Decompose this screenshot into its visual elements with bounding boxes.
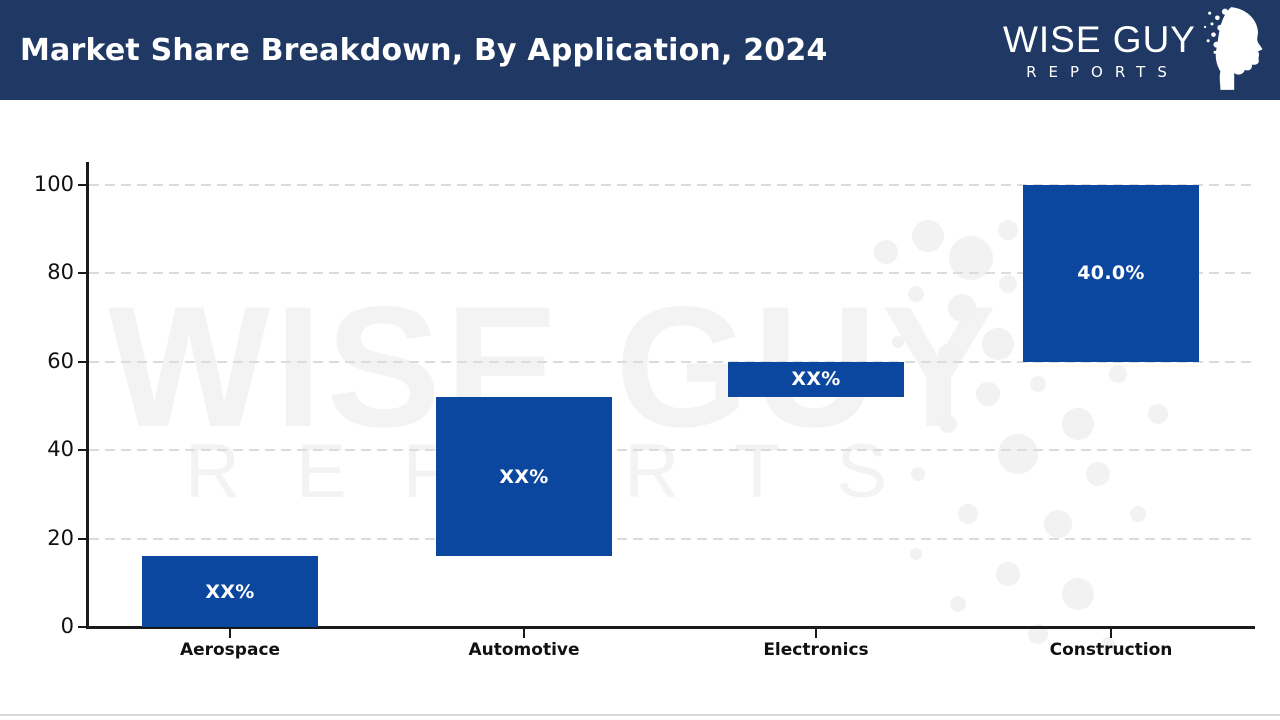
y-tick-label-80: 80 — [47, 260, 74, 284]
y-tick-20 — [78, 538, 87, 541]
x-axis-spine — [86, 626, 1255, 629]
bar-aerospace: XX% — [142, 556, 318, 627]
header-bar: Market Share Breakdown, By Application, … — [0, 0, 1280, 100]
gridline-80 — [89, 272, 1255, 274]
gridline-40 — [89, 449, 1255, 451]
gridline-100 — [89, 184, 1255, 186]
wise-guy-reports-logo: WISE GUY REPORTS — [1003, 4, 1268, 96]
y-tick-0 — [78, 626, 87, 629]
x-tick-construction — [1110, 629, 1113, 638]
gridline-60 — [89, 361, 1255, 363]
y-tick-100 — [78, 184, 87, 187]
bar-value-label: 40.0% — [1077, 262, 1145, 285]
y-tick-label-60: 60 — [47, 349, 74, 373]
x-tick-electronics — [815, 629, 818, 638]
bar-automotive: XX% — [436, 397, 612, 557]
logo-subtitle: REPORTS — [1026, 63, 1179, 81]
x-tick-aerospace — [229, 629, 232, 638]
x-tick-label-aerospace: Aerospace — [179, 640, 281, 660]
bar-value-label: XX% — [791, 368, 841, 391]
page-title: Market Share Breakdown, By Application, … — [20, 32, 828, 68]
x-tick-label-automotive: Automotive — [468, 640, 580, 660]
dotted-face-profile-icon — [1203, 7, 1263, 90]
x-tick-automotive — [523, 629, 526, 638]
y-tick-40 — [78, 449, 87, 452]
bottom-divider — [0, 714, 1280, 716]
bar-electronics: XX% — [728, 361, 904, 398]
y-tick-label-20: 20 — [47, 526, 74, 550]
y-axis-spine — [86, 162, 89, 628]
bar-value-label: XX% — [499, 465, 549, 488]
logo-text: WISE GUY REPORTS — [1003, 19, 1196, 81]
gridline-20 — [89, 538, 1255, 540]
x-tick-label-electronics: Electronics — [763, 640, 869, 660]
logo-wordmark: WISE GUY — [1002, 19, 1196, 60]
y-tick-label-100: 100 — [33, 172, 74, 196]
bar-value-label: XX% — [205, 580, 255, 603]
y-tick-60 — [78, 361, 87, 364]
y-tick-80 — [78, 272, 87, 275]
bar-construction: 40.0% — [1023, 185, 1199, 362]
x-tick-label-construction: Construction — [1049, 640, 1173, 660]
y-tick-label-40: 40 — [47, 437, 74, 461]
y-tick-label-0: 0 — [60, 614, 74, 638]
